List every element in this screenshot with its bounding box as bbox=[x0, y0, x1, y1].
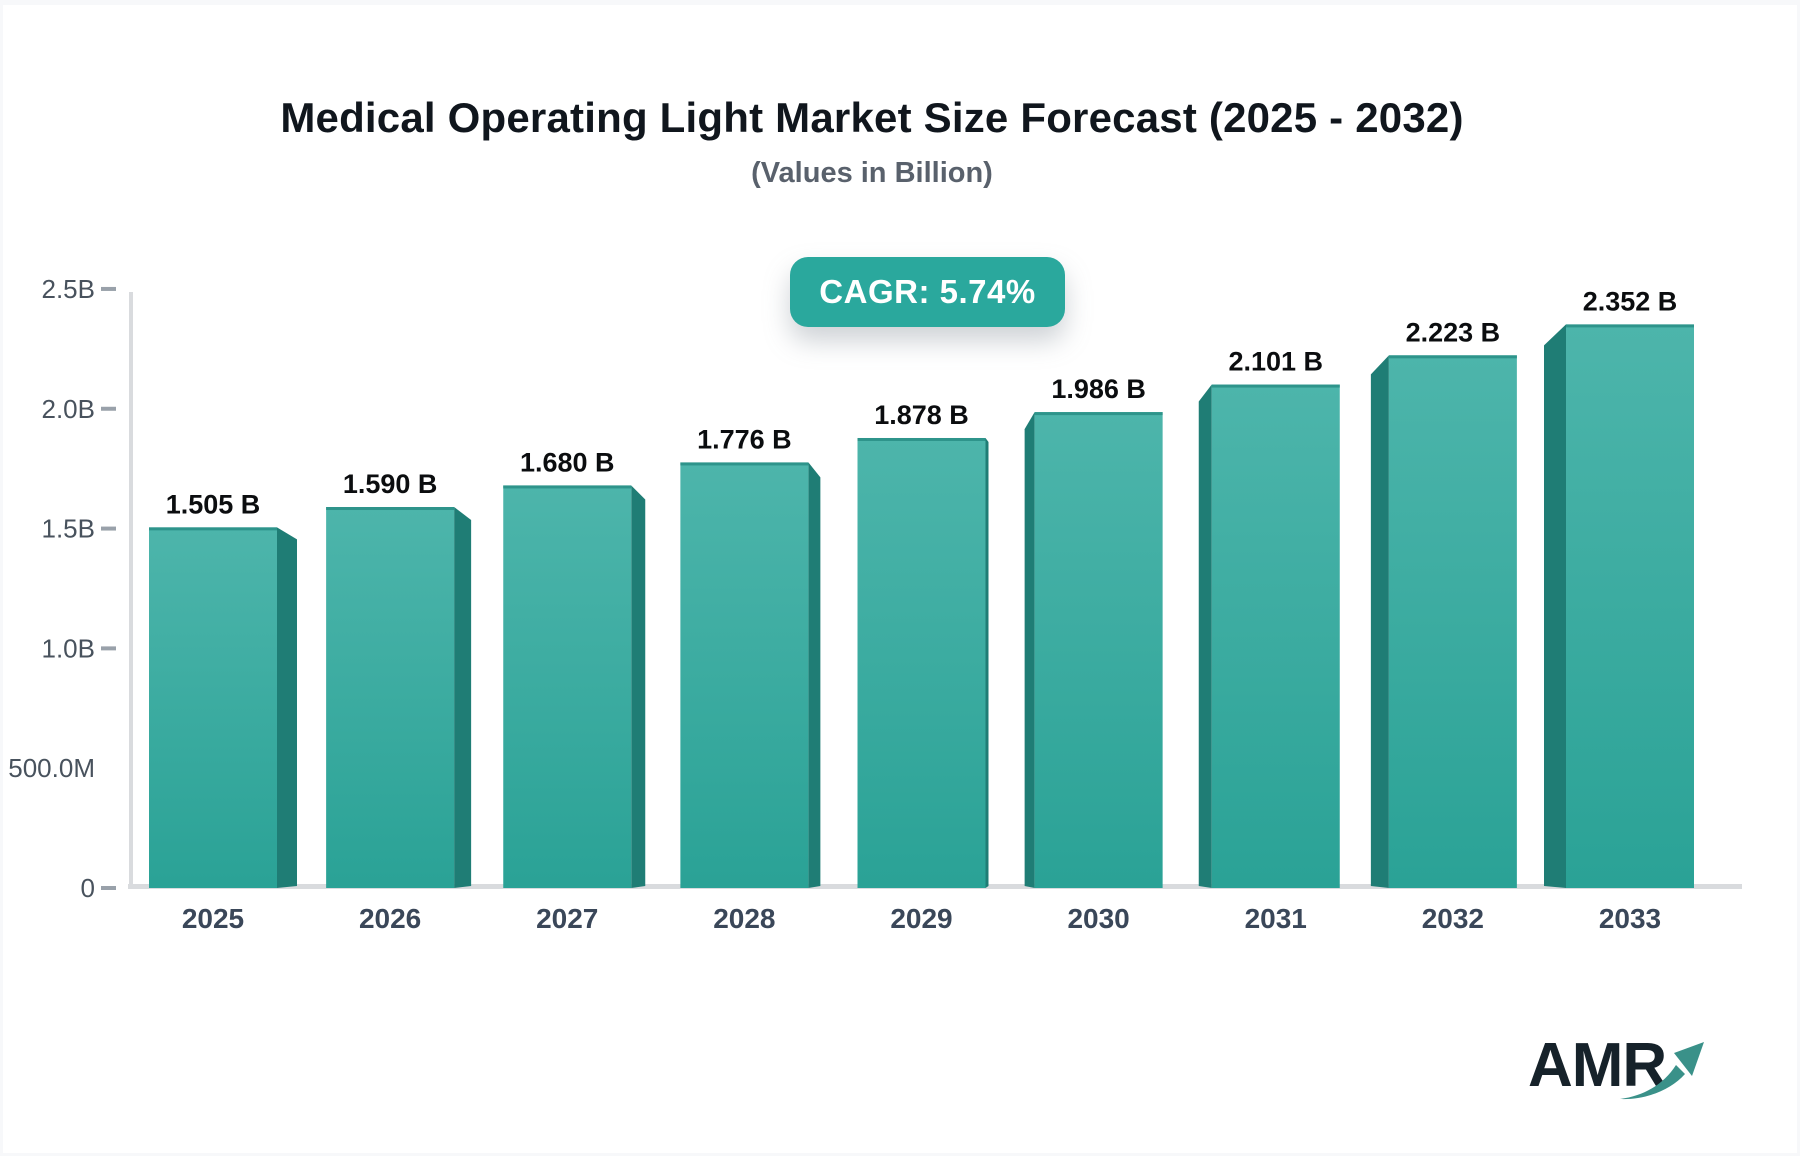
amr-logo: AMR bbox=[1528, 1030, 1728, 1120]
bar-face-2027 bbox=[503, 485, 632, 888]
x-axis-label-2025: 2025 bbox=[182, 903, 244, 934]
y-tick-label-500.0M: 500.0M bbox=[8, 753, 95, 783]
y-tick-dash-1.0B bbox=[101, 646, 116, 651]
amr-logo-text: AMR bbox=[1528, 1031, 1667, 1100]
y-tick-label-2.5B: 2.5B bbox=[42, 274, 96, 304]
bar-value-label-2028: 1.776 B bbox=[697, 424, 792, 454]
bar-group-2028: 1.776 B 2028 bbox=[680, 424, 821, 934]
bar-group-2027: 1.680 B 2027 bbox=[503, 447, 646, 934]
x-axis-label-2030: 2030 bbox=[1067, 903, 1129, 934]
bar-group-2033: 2.352 B 2033 bbox=[1544, 286, 1694, 934]
bar-face-2028 bbox=[680, 462, 809, 888]
bar-side-2025 bbox=[277, 527, 297, 888]
bar-top-edge-2027 bbox=[503, 485, 632, 489]
bar-value-label-2033: 2.352 B bbox=[1583, 286, 1678, 316]
y-tick-dash-0 bbox=[101, 886, 116, 890]
bar-face-2033 bbox=[1566, 324, 1694, 888]
x-axis-label-2032: 2032 bbox=[1422, 903, 1484, 934]
bar-value-label-2029: 1.878 B bbox=[874, 400, 969, 430]
bar-value-label-2030: 1.986 B bbox=[1051, 374, 1146, 404]
bar-group-2030: 1.986 B 2030 bbox=[1024, 374, 1163, 934]
growth-arrow-icon bbox=[1620, 1042, 1704, 1100]
bar-group-2026: 1.590 B 2026 bbox=[326, 469, 472, 934]
y-tick-dash-2.5B bbox=[101, 286, 116, 291]
bar-value-label-2025: 1.505 B bbox=[166, 489, 261, 519]
bar-side-2028 bbox=[808, 462, 821, 888]
bar-side-2032 bbox=[1370, 355, 1389, 889]
bar-top-edge-2025 bbox=[149, 527, 277, 531]
bar-top-edge-2030 bbox=[1034, 412, 1163, 416]
bar-face-2025 bbox=[149, 527, 277, 888]
bar-group-2025: 1.505 B 2025 bbox=[149, 489, 297, 934]
cagr-badge-label: CAGR: 5.74% bbox=[819, 273, 1036, 310]
bar-top-edge-2032 bbox=[1388, 355, 1517, 359]
chart-title: Medical Operating Light Market Size Fore… bbox=[280, 94, 1464, 141]
bar-value-label-2031: 2.101 B bbox=[1228, 347, 1323, 377]
x-axis-label-2029: 2029 bbox=[890, 903, 952, 934]
x-axis-label-2028: 2028 bbox=[713, 903, 775, 934]
bar-top-edge-2029 bbox=[857, 437, 986, 441]
bar-face-2032 bbox=[1388, 355, 1517, 889]
bar-value-label-2027: 1.680 B bbox=[520, 447, 615, 477]
y-tick-dash-1.5B bbox=[101, 526, 116, 531]
bar-group-2029: 1.878 B 2029 bbox=[857, 400, 989, 934]
bar-top-edge-2028 bbox=[680, 462, 809, 466]
y-axis-line bbox=[129, 292, 133, 888]
bar-side-2027 bbox=[631, 485, 646, 888]
bar-side-2033 bbox=[1544, 324, 1566, 888]
y-tick-label-1.5B: 1.5B bbox=[42, 514, 96, 544]
y-tick-label-0: 0 bbox=[81, 873, 95, 903]
bar-side-2031 bbox=[1198, 384, 1212, 888]
y-tick-label-2.0B: 2.0B bbox=[42, 394, 96, 424]
bar-face-2026 bbox=[326, 507, 455, 888]
chart-header: Medical Operating Light Market Size Fore… bbox=[0, 94, 1744, 190]
x-axis-label-2026: 2026 bbox=[359, 903, 421, 934]
bar-group-2031: 2.101 B 2031 bbox=[1198, 347, 1340, 934]
bar-top-edge-2031 bbox=[1211, 384, 1340, 388]
bar-face-2030 bbox=[1034, 412, 1163, 888]
bar-face-2031 bbox=[1211, 384, 1340, 888]
bar-side-2030 bbox=[1024, 412, 1035, 888]
bar-group-2032: 2.223 B 2032 bbox=[1370, 317, 1517, 934]
bar-top-edge-2033 bbox=[1566, 324, 1694, 328]
y-tick-dash-2.0B bbox=[101, 406, 116, 411]
chart-subtitle: (Values in Billion) bbox=[751, 157, 993, 189]
growth-arrow-head bbox=[1674, 1042, 1704, 1076]
growth-arrow-swoosh bbox=[1620, 1065, 1685, 1100]
x-axis-label-2031: 2031 bbox=[1245, 903, 1307, 934]
x-axis-label-2033: 2033 bbox=[1599, 903, 1661, 934]
bar-side-2026 bbox=[454, 507, 472, 888]
cagr-badge: CAGR: 5.74% bbox=[790, 257, 1065, 327]
y-tick-label-1.0B: 1.0B bbox=[42, 633, 96, 663]
bar-value-label-2032: 2.223 B bbox=[1406, 317, 1501, 347]
bar-side-2029 bbox=[985, 437, 989, 888]
x-axis-label-2027: 2027 bbox=[536, 903, 598, 934]
bar-face-2029 bbox=[857, 437, 986, 888]
bar-top-edge-2026 bbox=[326, 507, 455, 511]
bar-value-label-2026: 1.590 B bbox=[343, 469, 438, 499]
